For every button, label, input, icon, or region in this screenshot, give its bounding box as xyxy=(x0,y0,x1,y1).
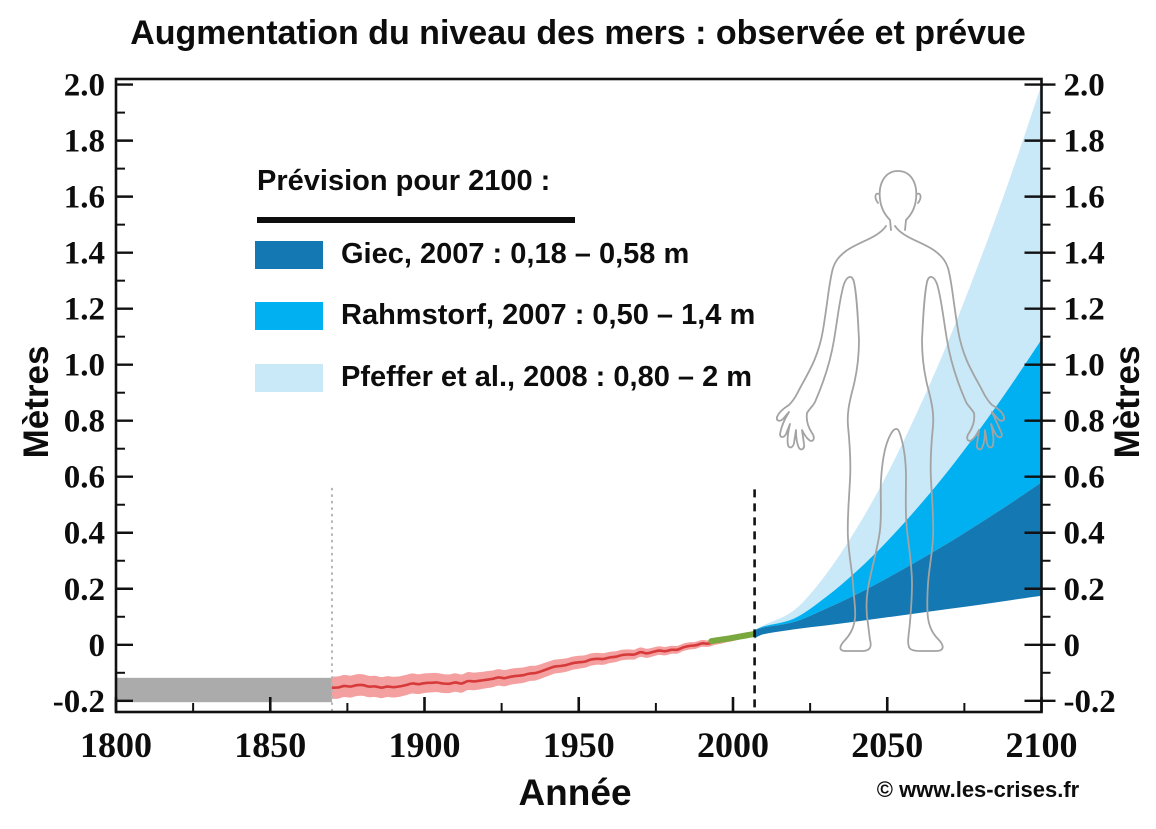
y-tick-label-left-1: 1.0 xyxy=(64,348,105,384)
axis-tick-labels: 1800 1850 1900 1950 2000 2050 2100 -0.2 -0.2 0 0 0.… xyxy=(53,68,1116,765)
legend-label-giec: Giec, 2007 : 0,18 – 0,58 m xyxy=(341,238,690,270)
x-tick-label-1900: 1900 xyxy=(389,725,461,765)
legend-label-rahmstorf: Rahmstorf, 2007 : 0,50 – 1,4 m xyxy=(341,299,756,331)
y-tick-label-right-1.4: 1.4 xyxy=(1064,236,1105,272)
legend-swatch-giec xyxy=(255,240,323,269)
y-tick-label-left-1.2: 1.2 xyxy=(64,292,105,328)
y-tick-label-left-0: 0 xyxy=(89,628,106,664)
y-tick-label-right-0.6: 0.6 xyxy=(1064,460,1105,496)
satellite-line xyxy=(708,630,761,645)
tide-gauge-uncertainty-band xyxy=(331,633,740,699)
y-axis-label-right: Mètres xyxy=(1108,345,1147,459)
y-tick-label-right-0.4: 0.4 xyxy=(1064,516,1105,552)
y-axis-label-left: Mètres xyxy=(17,345,56,459)
human-silhouette xyxy=(775,170,1006,652)
x-tick-label-1800: 1800 xyxy=(80,725,152,765)
legend: Prévision pour 2100 : Giec, 2007 : 0,18 … xyxy=(255,165,817,393)
y-tick-label-right-0.8: 0.8 xyxy=(1064,404,1105,440)
x-tick-label-2000: 2000 xyxy=(697,725,769,765)
y-tick-label-right-1.8: 1.8 xyxy=(1064,124,1105,160)
y-tick-label-right-1.6: 1.6 xyxy=(1064,180,1105,216)
y-tick-label-left-1.6: 1.6 xyxy=(64,180,105,216)
copyright-watermark: © www.les-crises.fr xyxy=(876,777,1080,802)
y-tick-label-right-2: 2.0 xyxy=(1064,68,1105,104)
projection-band-pfeffer xyxy=(754,84,1042,631)
legend-swatch-rahmstorf xyxy=(255,301,323,330)
y-tick-label-right-0.2: 0.2 xyxy=(1064,572,1105,608)
legend-item-pfeffer: Pfeffer et al., 2008 : 0,80 – 2 m xyxy=(255,361,752,394)
y-tick-label-right-0: 0 xyxy=(1064,628,1081,664)
y-tick-label-left--0.2: -0.2 xyxy=(53,684,105,720)
legend-title: Prévision pour 2100 : xyxy=(257,165,551,197)
projection-band-giec xyxy=(754,482,1042,639)
y-tick-label-left-0.4: 0.4 xyxy=(64,516,105,552)
x-tick-label-1950: 1950 xyxy=(543,725,615,765)
y-tick-label-left-0.2: 0.2 xyxy=(64,572,105,608)
legend-underline xyxy=(257,217,575,223)
legend-item-rahmstorf: Rahmstorf, 2007 : 0,50 – 1,4 m xyxy=(255,299,755,332)
legend-label-pfeffer: Pfeffer et al., 2008 : 0,80 – 2 m xyxy=(341,361,753,393)
axis-ticks xyxy=(114,83,1056,712)
silhouette-head xyxy=(874,170,922,231)
y-tick-label-left-0.8: 0.8 xyxy=(64,404,105,440)
x-tick-label-2050: 2050 xyxy=(851,725,923,765)
x-tick-label-1850: 1850 xyxy=(234,725,306,765)
tide-gauge-line xyxy=(331,634,740,690)
chart-title: Augmentation du niveau des mers : observ… xyxy=(130,14,1026,52)
proxy-reconstruction-band xyxy=(116,677,332,703)
y-tick-label-left-0.6: 0.6 xyxy=(64,460,105,496)
x-tick-label-2100: 2100 xyxy=(1006,725,1078,765)
y-tick-label-right-1: 1.0 xyxy=(1064,348,1105,384)
y-tick-label-right-1.2: 1.2 xyxy=(1064,292,1105,328)
y-tick-label-left-1.4: 1.4 xyxy=(64,236,105,272)
y-tick-label-left-1.8: 1.8 xyxy=(64,124,105,160)
legend-swatch-pfeffer xyxy=(255,363,323,392)
y-tick-label-left-2: 2.0 xyxy=(64,68,105,104)
projection-band-rahmstorf xyxy=(754,339,1042,631)
x-axis-label: Année xyxy=(518,772,632,813)
legend-item-giec: Giec, 2007 : 0,18 – 0,58 m xyxy=(255,238,689,271)
y-tick-label-right--0.2: -0.2 xyxy=(1064,684,1116,720)
silhouette-body xyxy=(775,225,1006,652)
